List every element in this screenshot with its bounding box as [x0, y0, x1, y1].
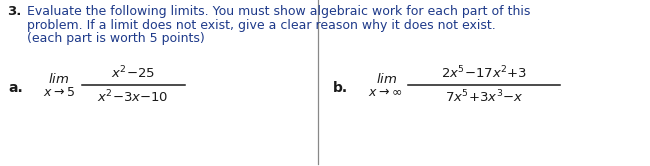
- Text: Evaluate the following limits. You must show algebraic work for each part of thi: Evaluate the following limits. You must …: [27, 5, 530, 18]
- Text: 3.: 3.: [7, 5, 21, 18]
- Text: $x^{2}{-}3x{-}10$: $x^{2}{-}3x{-}10$: [98, 89, 169, 105]
- Text: $x^{2}{-}25$: $x^{2}{-}25$: [111, 65, 155, 81]
- Text: (each part is worth 5 points): (each part is worth 5 points): [27, 32, 205, 45]
- Text: problem. If a limit does not exist, give a clear reason why it does not exist.: problem. If a limit does not exist, give…: [27, 18, 496, 32]
- Text: $x\rightarrow5$: $x\rightarrow5$: [43, 85, 75, 98]
- Text: $x\rightarrow\infty$: $x\rightarrow\infty$: [368, 85, 402, 98]
- Text: $\mathit{lim}$: $\mathit{lim}$: [376, 72, 397, 86]
- Text: a.: a.: [8, 81, 23, 95]
- Text: $\mathit{lim}$: $\mathit{lim}$: [48, 72, 70, 86]
- Text: b.: b.: [333, 81, 348, 95]
- Text: $2x^{5}{-}17x^{2}{+}3$: $2x^{5}{-}17x^{2}{+}3$: [441, 65, 527, 81]
- Text: $7x^{5}{+}3x^{3}{-}x$: $7x^{5}{+}3x^{3}{-}x$: [445, 89, 523, 105]
